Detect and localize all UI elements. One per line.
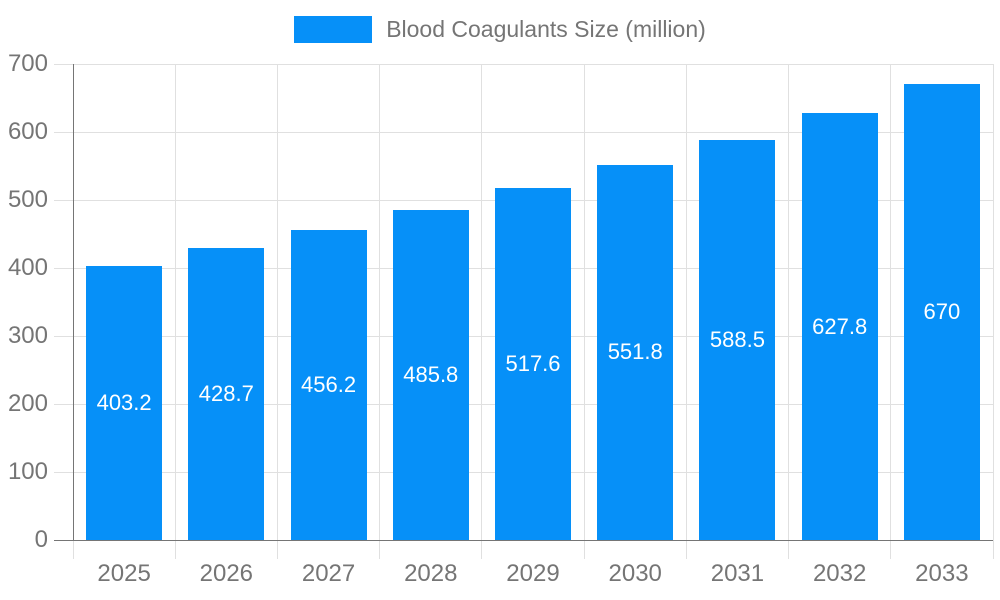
bar-2025[interactable] xyxy=(86,265,163,540)
x-axis-tick-label: 2025 xyxy=(97,560,151,587)
bar-2029[interactable] xyxy=(495,188,571,540)
y-axis-tick-label: 200 xyxy=(7,390,48,417)
x-gridline xyxy=(276,64,278,559)
x-axis-tick-label: 2032 xyxy=(812,560,867,587)
bar-value-label: 551.8 xyxy=(607,339,663,365)
x-axis-tick-label: 2033 xyxy=(915,560,969,587)
y-axis-tick-label: 0 xyxy=(34,526,48,553)
x-axis-tick-label: 2030 xyxy=(608,560,662,587)
bar-value-label: 627.8 xyxy=(812,313,868,339)
chart-legend[interactable]: Blood Coagulants Size (million) xyxy=(0,16,1000,43)
bar-value-label: 403.2 xyxy=(96,389,152,415)
x-gridline xyxy=(890,64,892,559)
y-axis-tick-label: 600 xyxy=(7,118,48,145)
x-axis-tick-label: 2026 xyxy=(199,560,254,587)
y-axis-tick-label: 300 xyxy=(7,322,48,349)
bar-2031[interactable] xyxy=(699,139,776,540)
bar-2033[interactable] xyxy=(903,84,980,540)
bar-2028[interactable] xyxy=(392,209,469,540)
x-gridline xyxy=(992,64,994,559)
x-gridline xyxy=(174,64,176,559)
legend-label: Blood Coagulants Size (million) xyxy=(386,16,706,42)
y-axis-line xyxy=(72,64,74,540)
x-gridline xyxy=(583,64,585,559)
x-axis-tick-label: 2028 xyxy=(404,560,458,587)
legend-swatch-icon xyxy=(294,16,373,43)
bar-2026[interactable] xyxy=(188,248,265,540)
bar-value-label: 517.6 xyxy=(505,351,561,377)
bar-2030[interactable] xyxy=(597,164,674,540)
x-axis-tick-label: 2029 xyxy=(506,560,560,587)
x-gridline xyxy=(481,64,483,559)
bar-value-label: 485.8 xyxy=(403,361,459,387)
x-axis-line xyxy=(54,539,993,541)
x-gridline xyxy=(788,64,790,559)
y-axis-tick-label: 100 xyxy=(7,458,48,485)
x-axis-tick xyxy=(72,540,74,559)
y-gridline xyxy=(54,63,993,65)
y-gridline xyxy=(54,131,993,133)
bar-value-label: 670 xyxy=(923,299,961,325)
bar-2027[interactable] xyxy=(290,229,367,540)
plot-area: 0 100 200 300 400 500 600 700 403.2 2025 428.7 2026… xyxy=(8,50,994,587)
y-axis-tick-label: 500 xyxy=(7,186,48,213)
y-axis-tick-label: 400 xyxy=(7,254,48,281)
x-axis-tick-label: 2031 xyxy=(710,560,765,587)
x-gridline xyxy=(379,64,381,559)
x-gridline xyxy=(685,64,687,559)
bar-value-label: 456.2 xyxy=(301,371,357,397)
x-axis-tick-label: 2027 xyxy=(301,560,356,587)
bar-2032[interactable] xyxy=(801,113,878,540)
y-axis-tick-label: 700 xyxy=(7,50,48,77)
bar-value-label: 588.5 xyxy=(709,326,765,352)
bar-value-label: 428.7 xyxy=(198,381,254,407)
